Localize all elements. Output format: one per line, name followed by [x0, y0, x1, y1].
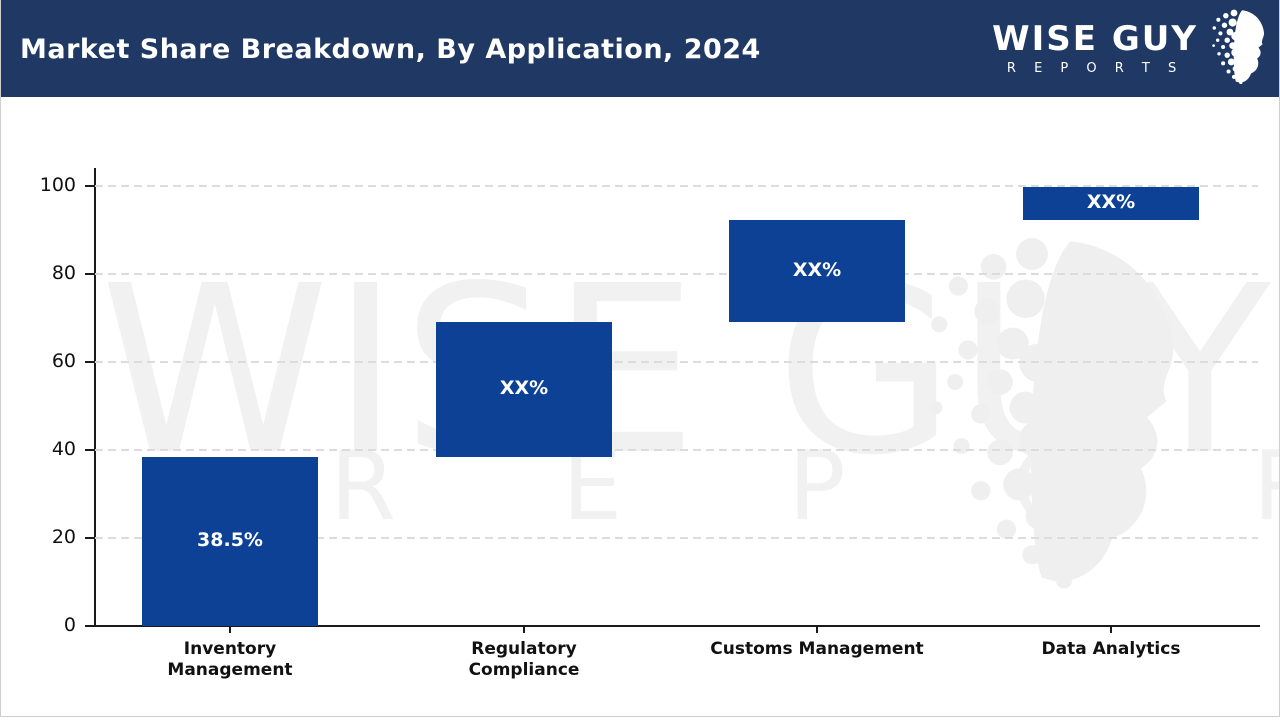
- y-tick-label-40: 40: [51, 438, 76, 460]
- x-tick-mark-3: [816, 627, 818, 633]
- bar-4: [1023, 186, 1199, 220]
- x-category-label-3: Customs Management: [710, 639, 924, 659]
- bar-value-label-2: XX%: [499, 377, 549, 400]
- bar-value-label-3: XX%: [792, 258, 842, 281]
- y-tick-mark-0: [85, 625, 95, 627]
- bar-3: [729, 219, 905, 322]
- y-tick-label-100: 100: [39, 174, 76, 196]
- x-category-label-2: Regulatory Compliance: [468, 639, 580, 680]
- gridline-y100: [95, 185, 1258, 187]
- gridline-y20: [95, 537, 1258, 539]
- logo-subtext: R E P O R T S: [1006, 60, 1184, 76]
- bar-1: [142, 456, 318, 626]
- header-bar: Market Share Breakdown, By Application, …: [0, 0, 1280, 97]
- x-tick-mark-1: [229, 627, 231, 633]
- y-tick-mark-60: [85, 361, 95, 363]
- gridline-y80: [95, 273, 1258, 275]
- y-tick-mark-40: [85, 449, 95, 451]
- gridline-y60: [95, 361, 1258, 363]
- logo-text: WISE GUY R E P O R T S: [992, 19, 1198, 76]
- page-title: Market Share Breakdown, By Application, …: [20, 34, 761, 65]
- y-tick-mark-80: [85, 273, 95, 275]
- x-tick-mark-4: [1110, 627, 1112, 633]
- y-tick-mark-100: [85, 185, 95, 187]
- y-tick-mark-20: [85, 537, 95, 539]
- gridline-y40: [95, 449, 1258, 451]
- x-category-label-1: Inventory Management: [167, 639, 293, 680]
- x-category-label-4: Data Analytics: [1041, 639, 1181, 659]
- bar-value-label-1: 38.5%: [197, 529, 263, 552]
- y-tick-label-0: 0: [63, 614, 76, 636]
- y-tick-label-60: 60: [51, 350, 76, 372]
- bar-2: [436, 321, 612, 457]
- brand-logo: WISE GUY R E P O R T S: [992, 6, 1268, 88]
- y-axis-line: [94, 168, 96, 627]
- logo-face-icon: [1212, 9, 1264, 85]
- y-tick-label-80: 80: [51, 262, 76, 284]
- bar-value-label-4: XX%: [1086, 191, 1136, 214]
- x-axis-line: [94, 625, 1260, 627]
- y-tick-label-20: 20: [51, 526, 76, 548]
- logo-wordmark: WISE GUY: [992, 18, 1198, 59]
- x-tick-mark-2: [523, 627, 525, 633]
